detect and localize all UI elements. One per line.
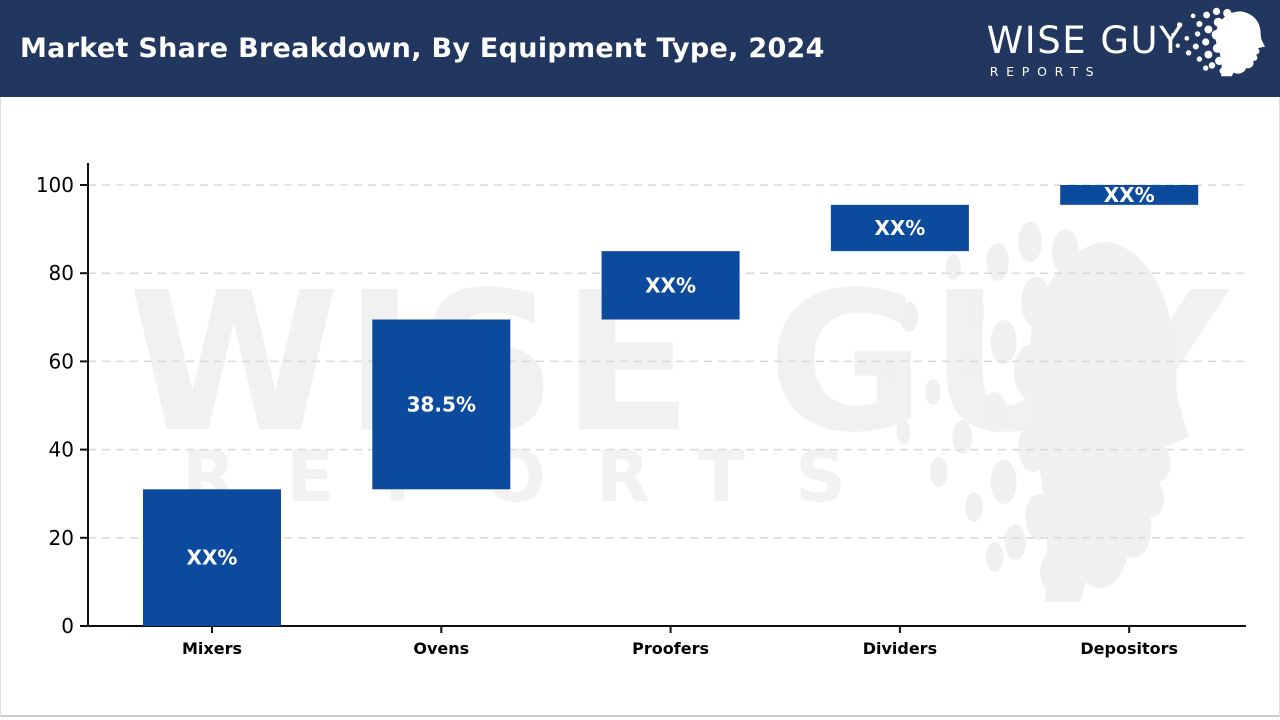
- x-category-label: Mixers: [182, 639, 242, 658]
- x-category-label: Depositors: [1080, 639, 1178, 658]
- page-bottom-rule: [0, 715, 1280, 717]
- x-category-label: Proofers: [632, 639, 709, 658]
- y-tick-label: 100: [36, 173, 74, 197]
- y-tick-label: 40: [49, 438, 74, 462]
- y-tick-label: 80: [49, 261, 74, 285]
- bar-label: XX%: [1104, 183, 1155, 207]
- bar-proofers: [601, 251, 740, 320]
- wise-guy-logo: WISE GUY REPORTS: [987, 6, 1268, 79]
- header: Market Share Breakdown, By Equipment Typ…: [0, 0, 1280, 97]
- y-tick-label: 0: [61, 614, 74, 638]
- bar-label: XX%: [874, 216, 925, 240]
- logo-wordmark: WISE GUY: [986, 19, 1184, 62]
- bar-depositors: [1060, 185, 1199, 205]
- logo-subtext: REPORTS: [989, 64, 1102, 79]
- bar-label: XX%: [645, 273, 696, 297]
- x-category-label: Dividers: [863, 639, 937, 658]
- logo-text: WISE GUY REPORTS: [987, 22, 1183, 79]
- bar-mixers: [143, 489, 281, 626]
- y-tick-label: 20: [49, 526, 74, 550]
- bar-label: 38.5%: [407, 392, 476, 416]
- bar-ovens: [372, 319, 511, 490]
- bar-label: XX%: [187, 546, 238, 570]
- page-left-rule: [0, 97, 1, 717]
- page-title: Market Share Breakdown, By Equipment Typ…: [20, 33, 825, 64]
- logo-head-icon: [1171, 7, 1266, 77]
- x-category-label: Ovens: [413, 639, 469, 658]
- y-tick-label: 60: [49, 349, 74, 373]
